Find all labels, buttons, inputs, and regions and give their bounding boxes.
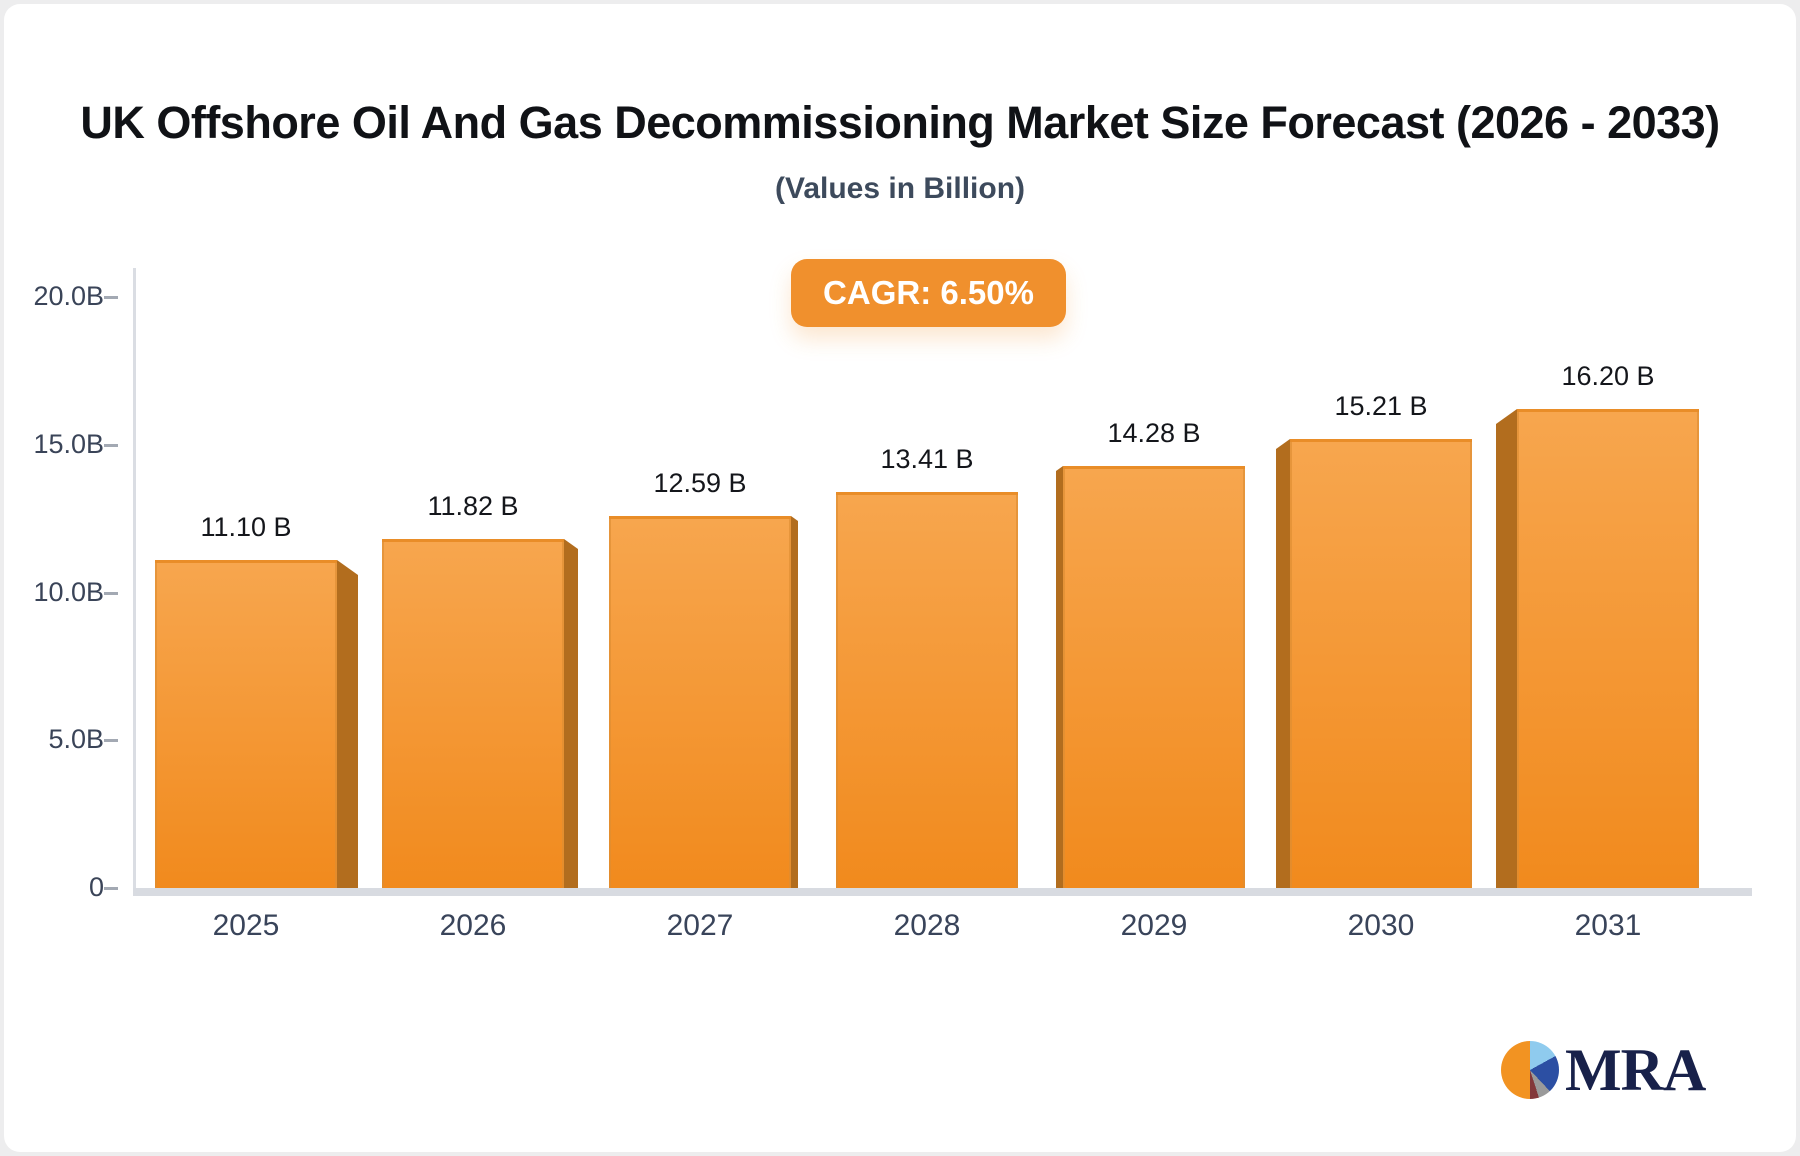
x-axis-baseline bbox=[133, 888, 1752, 896]
x-axis-label: 2030 bbox=[1347, 909, 1415, 942]
x-axis-label: 2031 bbox=[1574, 909, 1642, 942]
bar-2025[interactable] bbox=[155, 560, 337, 888]
bar-value-label: 12.59 B bbox=[653, 468, 747, 498]
y-axis-tick bbox=[104, 739, 118, 742]
y-axis-label: 10.0B bbox=[33, 577, 104, 607]
mra-logo: MRA bbox=[1501, 1037, 1706, 1103]
bar-value-label: 11.10 B bbox=[200, 512, 292, 542]
y-axis-line bbox=[133, 268, 136, 888]
pie-chart-logo-icon bbox=[1501, 1041, 1559, 1099]
bar-2027[interactable] bbox=[609, 516, 791, 888]
bar-value-label: 11.82 B bbox=[427, 491, 519, 521]
y-axis-tick bbox=[104, 887, 118, 890]
bar-side-3d bbox=[564, 539, 578, 888]
x-axis-label: 2028 bbox=[893, 909, 961, 942]
bar-value-label: 16.20 B bbox=[1561, 361, 1655, 391]
chart-card: UK Offshore Oil And Gas Decommissioning … bbox=[4, 4, 1796, 1152]
bar-side-3d bbox=[1056, 466, 1063, 888]
y-axis-tick bbox=[104, 296, 118, 299]
bar-2028[interactable] bbox=[836, 492, 1018, 888]
bar-2029[interactable] bbox=[1063, 466, 1245, 888]
bar-value-label: 15.21 B bbox=[1334, 391, 1428, 421]
cagr-badge-label: CAGR: 6.50% bbox=[823, 274, 1034, 311]
bar-2026[interactable] bbox=[382, 539, 564, 888]
x-axis-label: 2029 bbox=[1120, 909, 1188, 942]
y-axis-tick bbox=[104, 592, 118, 595]
cagr-badge: CAGR: 6.50% bbox=[791, 259, 1066, 327]
y-axis-label: 15.0B bbox=[33, 429, 104, 459]
bar-value-label: 14.28 B bbox=[1107, 418, 1201, 448]
y-axis-label: 5.0B bbox=[48, 724, 104, 754]
bar-side-3d bbox=[791, 516, 798, 888]
y-axis-label: 20.0B bbox=[33, 281, 104, 311]
x-axis-label: 2026 bbox=[439, 909, 507, 942]
x-axis-label: 2025 bbox=[212, 909, 280, 942]
mra-logo-text: MRA bbox=[1565, 1037, 1706, 1103]
chart-subtitle: (Values in Billion) bbox=[774, 172, 1026, 205]
bar-side-3d bbox=[1276, 439, 1290, 888]
chart-title: UK Offshore Oil And Gas Decommissioning … bbox=[80, 97, 1720, 148]
y-axis-tick bbox=[104, 444, 118, 447]
bar-side-3d bbox=[1496, 409, 1517, 888]
bar-2031[interactable] bbox=[1517, 409, 1699, 888]
x-axis-label: 2027 bbox=[666, 909, 734, 942]
y-axis-label: 0 bbox=[88, 872, 104, 902]
bar-side-3d bbox=[337, 560, 358, 888]
bar-2030[interactable] bbox=[1290, 439, 1472, 888]
bar-value-label: 13.41 B bbox=[880, 444, 974, 474]
